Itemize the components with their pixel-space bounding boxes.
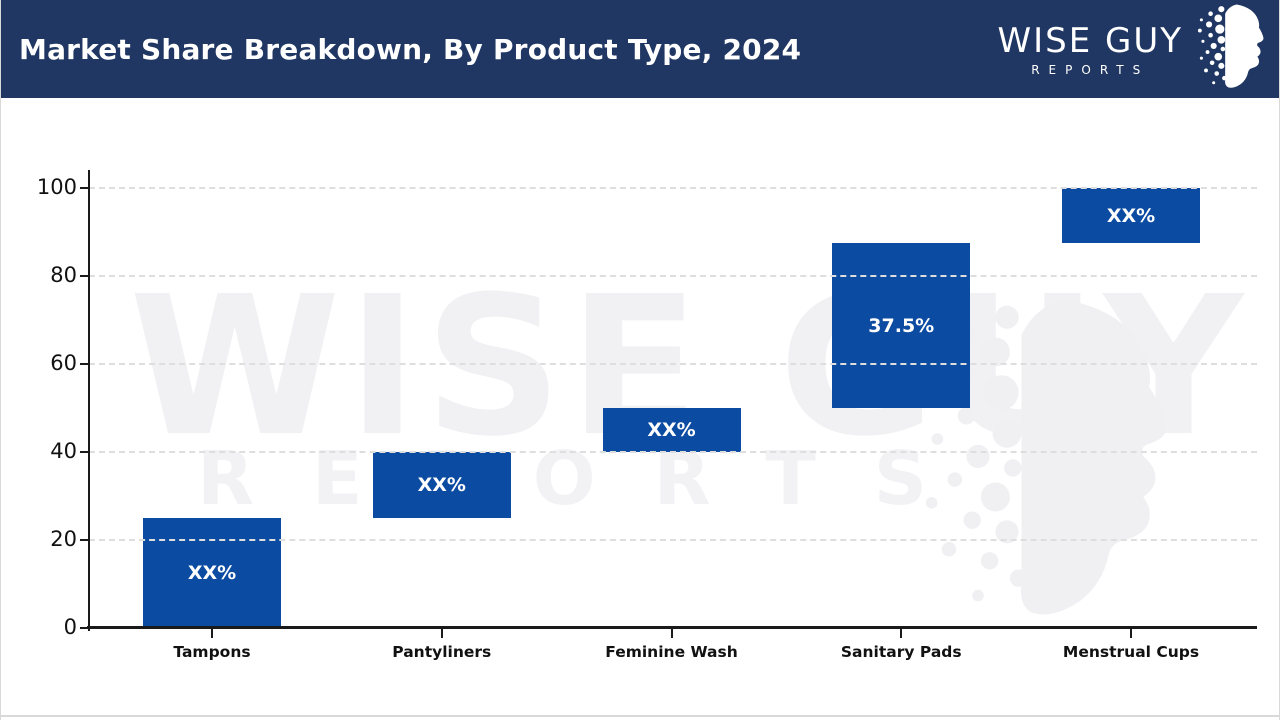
x-tick-mark: [440, 629, 443, 638]
bar-value-label: XX%: [187, 562, 237, 584]
y-tick-mark: [80, 451, 88, 453]
gridline: [89, 275, 1257, 277]
waterfall-bar: [143, 518, 281, 628]
y-axis-line: [88, 170, 90, 631]
y-tick-label: 0: [63, 615, 77, 639]
waterfall-bar: [832, 243, 971, 408]
bar-value-label: XX%: [1106, 204, 1156, 227]
gridline: [89, 363, 1257, 365]
y-tick-label: 60: [50, 351, 77, 375]
y-tick-mark: [80, 187, 88, 189]
y-tick-label: 100: [36, 175, 77, 199]
bar-value-label: 37.5%: [868, 314, 935, 337]
waterfall-bar: [1062, 188, 1200, 243]
y-tick-mark: [80, 539, 88, 541]
bar-value-label: XX%: [417, 474, 466, 496]
logo-wordmark: WISE GUY: [997, 21, 1183, 61]
x-tick-mark: [670, 629, 673, 638]
gridline: [89, 451, 1257, 453]
x-tick-mark: [1130, 629, 1132, 638]
plot-region: 0 20 40 60 80 100 XX% Tampons XX% Pantyliners XX% F…: [1, 98, 1279, 715]
logo-subtitle: REPORTS: [1031, 63, 1150, 77]
waterfall-bar: [372, 452, 511, 518]
logo-face-icon: [1197, 4, 1264, 88]
wise-guy-logo: WISE GUY REPORTS: [997, 0, 1273, 98]
watermark-subtitle: REPORTS: [197, 436, 986, 522]
bar-value-label: XX%: [647, 419, 696, 441]
gridline: [89, 539, 1257, 541]
y-tick-label: 40: [50, 439, 77, 463]
x-category-label: Menstrual Cups: [1062, 643, 1200, 661]
x-axis-line: [87, 626, 1257, 629]
y-tick-label: 80: [50, 263, 77, 287]
header: Market Share Breakdown, By Product Type,…: [1, 0, 1279, 98]
y-tick-mark: [80, 275, 88, 277]
chart-area: WISE GUY REPORTS 0 20 40 60 80 100 XX% Tampons X…: [1, 98, 1279, 717]
waterfall-bar: [602, 408, 741, 452]
gridline: [89, 187, 1257, 189]
x-category-label: Sanitary Pads: [840, 643, 962, 661]
x-category-label: Feminine Wash: [605, 643, 738, 661]
x-tick-mark: [211, 629, 213, 638]
logo-text: WISE GUY REPORTS: [997, 21, 1183, 77]
y-tick-mark: [80, 627, 88, 629]
y-tick-label: 20: [50, 527, 77, 551]
page-title: Market Share Breakdown, By Product Type,…: [19, 32, 802, 66]
x-tick-mark: [900, 629, 903, 638]
x-category-label: Tampons: [173, 643, 251, 661]
x-category-label: Pantyliners: [392, 643, 492, 661]
y-tick-mark: [80, 363, 88, 365]
